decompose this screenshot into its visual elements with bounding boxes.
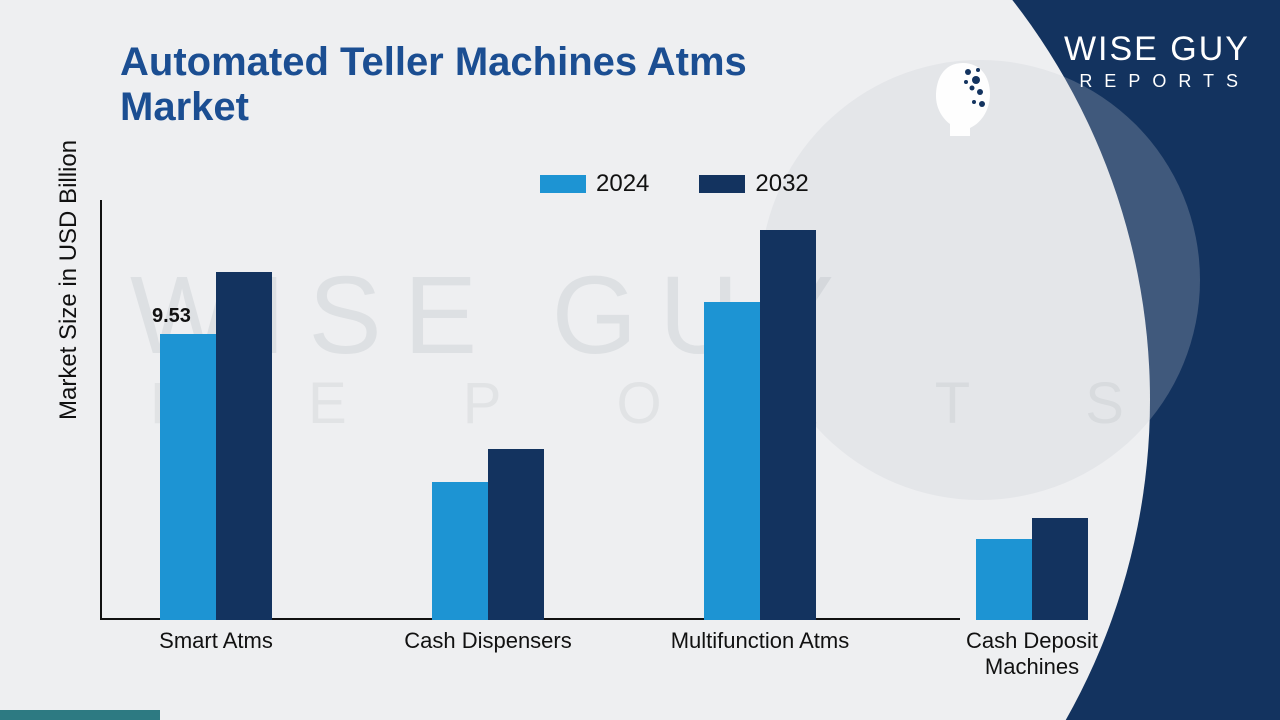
plot-area: Smart AtmsCash DispensersMultifunction A…: [100, 200, 960, 620]
bar: [976, 539, 1032, 620]
chart-title: Automated Teller Machines Atms Market: [120, 40, 820, 130]
legend: 2024 2032: [540, 170, 809, 198]
legend-item-2032: 2032: [699, 170, 808, 198]
bar: [160, 334, 216, 620]
bar: [760, 230, 816, 620]
category-label: Multifunction Atms: [664, 620, 856, 654]
brand-logo-line2: REPORTS: [1064, 71, 1250, 92]
bottom-accent-bar: [0, 710, 160, 720]
y-axis-line: [100, 200, 102, 620]
y-axis-label: Market Size in USD Billion: [55, 140, 83, 420]
brand-logo-line1: WISE GUY: [1064, 30, 1250, 69]
category-label: Cash Deposit Machines: [936, 620, 1128, 681]
legend-item-2024: 2024: [540, 170, 649, 198]
category-label: Cash Dispensers: [392, 620, 584, 654]
brand-logo: WISE GUY REPORTS: [1064, 30, 1250, 92]
bar: [432, 482, 488, 620]
bar: [488, 449, 544, 620]
legend-swatch-2032: [699, 175, 745, 193]
bar: [704, 302, 760, 620]
legend-label-2032: 2032: [755, 170, 808, 198]
bar: [216, 272, 272, 620]
legend-swatch-2024: [540, 175, 586, 193]
legend-label-2024: 2024: [596, 170, 649, 198]
brand-head-icon: [928, 58, 998, 138]
bar-value-label: 9.53: [152, 305, 191, 328]
category-label: Smart Atms: [120, 620, 312, 654]
chart-canvas: WISE GUY R E P O R T S Automated Teller …: [0, 0, 1280, 720]
bar: [1032, 518, 1088, 620]
